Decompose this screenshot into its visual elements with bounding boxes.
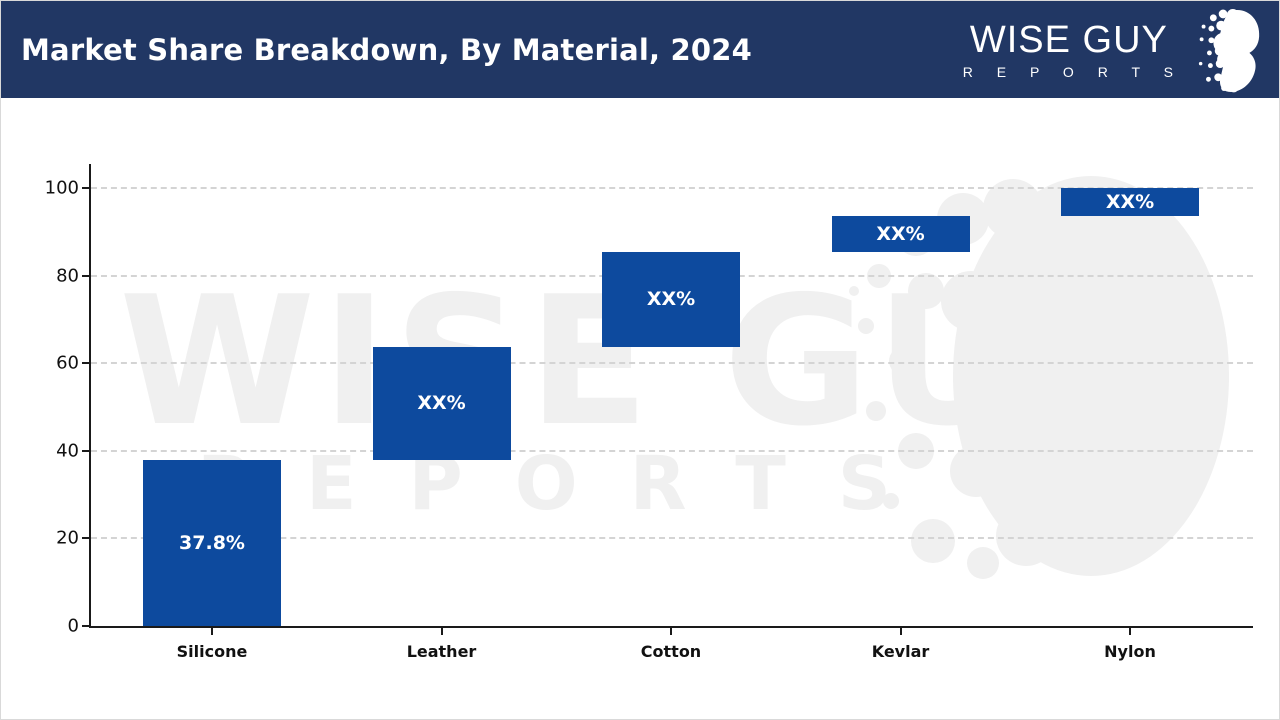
logo-reports-label: R E P O R T S: [962, 63, 1183, 80]
y-tick-label-80: 80: [56, 265, 79, 287]
y-tick-mark-100: [82, 187, 89, 189]
gridline-60: [91, 362, 1253, 365]
logo-text: WISE GUY R E P O R T S: [955, 21, 1183, 79]
bar-nylon: XX%: [1061, 188, 1199, 217]
wise-guy-head-icon: [1198, 8, 1260, 92]
bar-silicone: 37.8%: [143, 460, 281, 626]
bar-kevlar: XX%: [831, 216, 970, 253]
category-label-kevlar: Kevlar: [871, 642, 930, 661]
watermark-reports: REPORTS: [197, 441, 944, 527]
y-tick-mark-20: [82, 537, 89, 540]
x-tick-mark-silicone: [211, 628, 213, 635]
y-axis-line: [89, 164, 91, 628]
page-title: Market Share Breakdown, By Material, 202…: [21, 32, 753, 67]
bar-cotton: XX%: [602, 252, 740, 347]
bar-value-label-silicone: 37.8%: [179, 532, 245, 555]
bar-value-label-cotton: XX%: [646, 288, 696, 311]
y-tick-mark-60: [82, 362, 89, 365]
y-tick-label-100: 100: [44, 177, 79, 199]
logo-wordmark: WISE GUY: [969, 18, 1168, 61]
y-tick-mark-40: [82, 449, 89, 452]
y-tick-label-40: 40: [56, 440, 79, 462]
y-tick-label-20: 20: [56, 527, 79, 549]
category-label-leather: Leather: [406, 642, 477, 661]
category-label-cotton: Cotton: [640, 642, 702, 661]
x-tick-mark-nylon: [1129, 628, 1131, 635]
header-bar: Market Share Breakdown, By Material, 202…: [1, 1, 1279, 98]
wise-guy-logo: WISE GUY R E P O R T S: [955, 5, 1265, 95]
bar-value-label-leather: XX%: [417, 392, 466, 415]
x-tick-mark-cotton: [670, 628, 672, 635]
bar-leather: XX%: [372, 346, 511, 461]
gridline-20: [91, 537, 1253, 540]
bar-value-label-kevlar: XX%: [876, 223, 925, 246]
gridline-100: [91, 187, 1253, 189]
y-tick-label-0: 0: [67, 615, 79, 637]
category-label-nylon: Nylon: [1104, 642, 1156, 661]
bar-value-label-nylon: XX%: [1105, 191, 1155, 214]
x-tick-mark-leather: [440, 628, 443, 635]
chart-area: 0 20 40 60 80 100 37.8% Silicone XX% Leather XX% Co…: [1, 98, 1279, 719]
y-tick-mark-0: [82, 625, 89, 627]
gridline-40: [91, 449, 1253, 452]
y-tick-mark-80: [82, 274, 89, 277]
category-label-silicone: Silicone: [176, 642, 248, 661]
x-axis-line: [89, 626, 1253, 628]
y-tick-label-60: 60: [56, 352, 79, 374]
x-tick-mark-kevlar: [899, 628, 902, 635]
